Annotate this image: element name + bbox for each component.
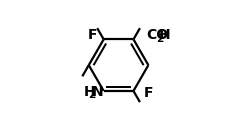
Text: 2: 2 [88, 90, 95, 100]
Text: CO: CO [146, 28, 168, 42]
Text: 2: 2 [156, 34, 163, 44]
Text: F: F [144, 86, 153, 100]
Text: H: H [159, 28, 170, 42]
Text: H: H [84, 85, 95, 99]
Text: N: N [91, 85, 103, 99]
Text: F: F [87, 28, 97, 42]
